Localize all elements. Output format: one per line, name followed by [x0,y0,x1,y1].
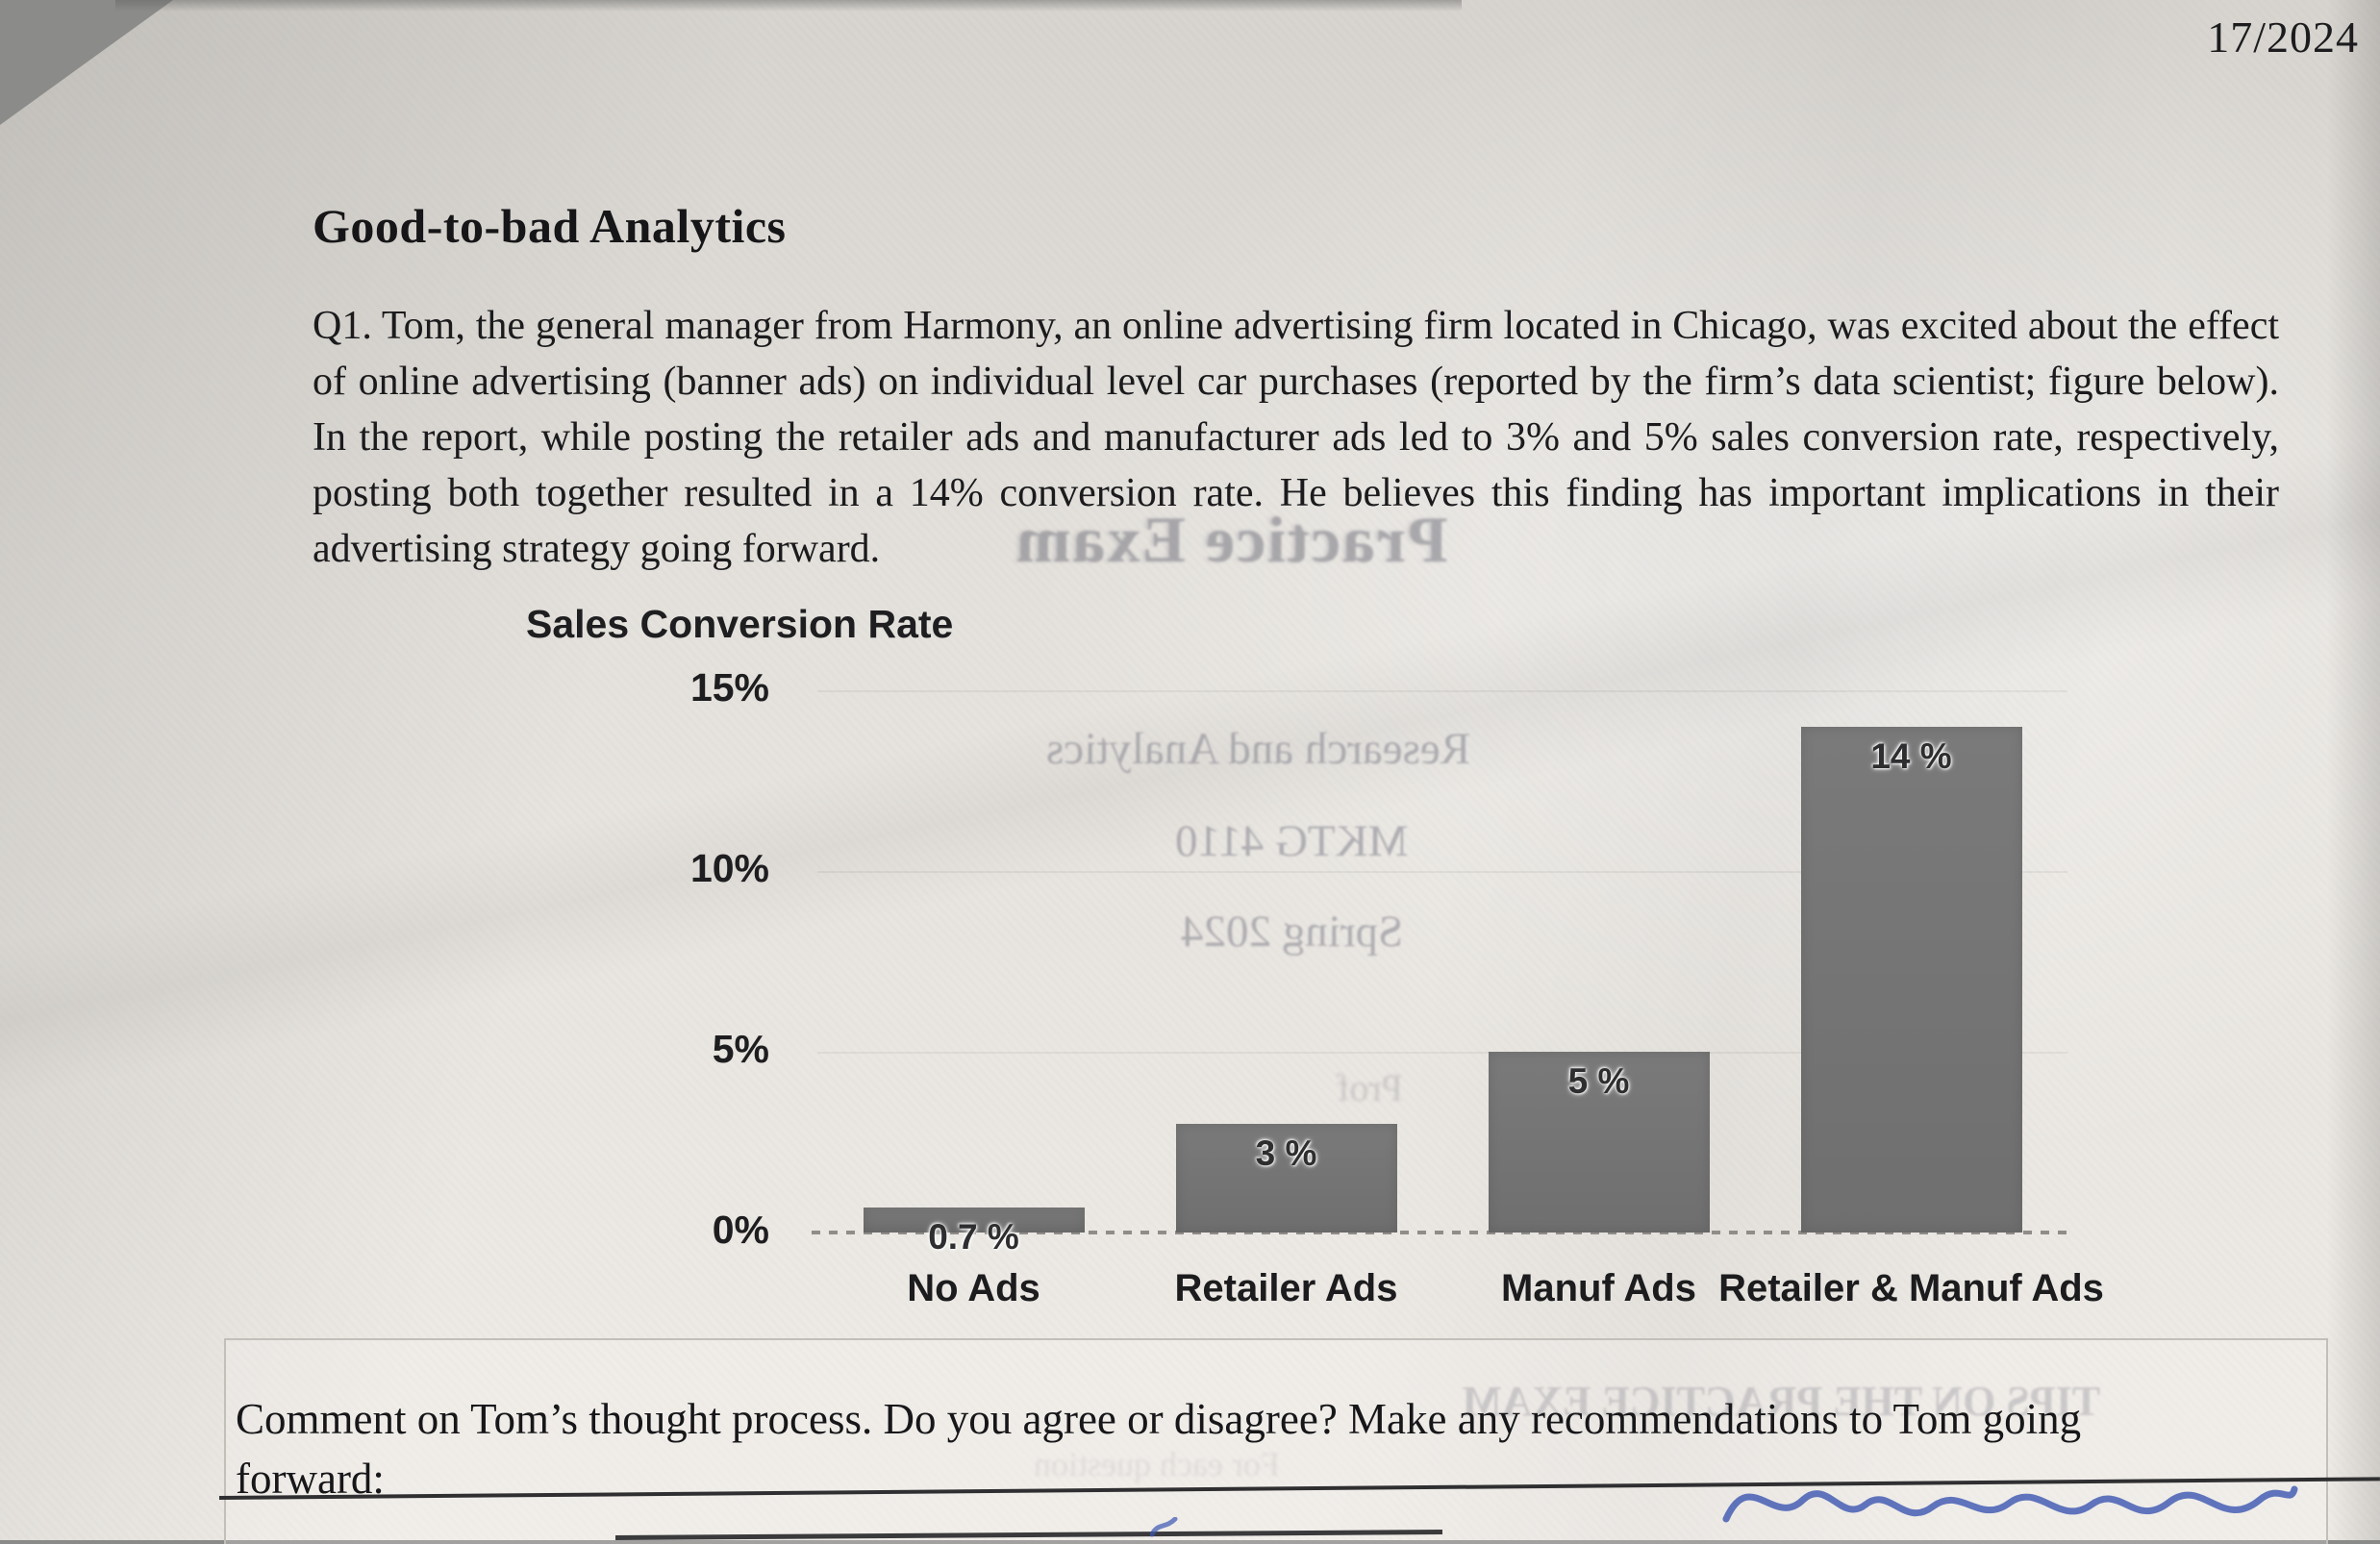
x-axis-label: No Ads [907,1267,1040,1310]
paper-edge-shadow [115,0,1462,12]
bar-value-label: 0.7 % [817,1217,1130,1258]
y-axis-tick: 10% [481,846,769,891]
bar-retailer-manuf-ads [1801,727,2022,1233]
page-title: Good-to-bad Analytics [313,198,787,254]
date-header: 17/2024 [2207,12,2359,62]
question-paragraph: Q1. Tom, the general manager from Harmon… [313,298,2279,577]
x-axis-label: Retailer Ads [1175,1267,1398,1310]
chart-title: Sales Conversion Rate [526,602,953,647]
bar-value-label: 14 % [1755,736,2067,777]
chart-y-axis: 15%10%5%0% [471,690,779,1233]
chart-plot-area: 0.7 %3 %5 %14 % [817,690,2067,1233]
bar-value-label: 3 % [1130,1133,1442,1174]
x-axis-label: Retailer & Manuf Ads [1718,1267,2104,1310]
y-axis-tick: 0% [481,1208,769,1253]
y-axis-tick: 5% [481,1027,769,1072]
paper-edge-shadow [2327,0,2380,1540]
bar-value-label: 5 % [1442,1061,1755,1102]
y-axis-tick: 15% [481,665,769,710]
sales-conversion-chart: Sales Conversion Rate 15% 10% 5% 0% 0.7 % 3 … [471,594,2164,1363]
gridline [817,690,2067,692]
x-axis-label: Manuf Ads [1501,1267,1696,1310]
